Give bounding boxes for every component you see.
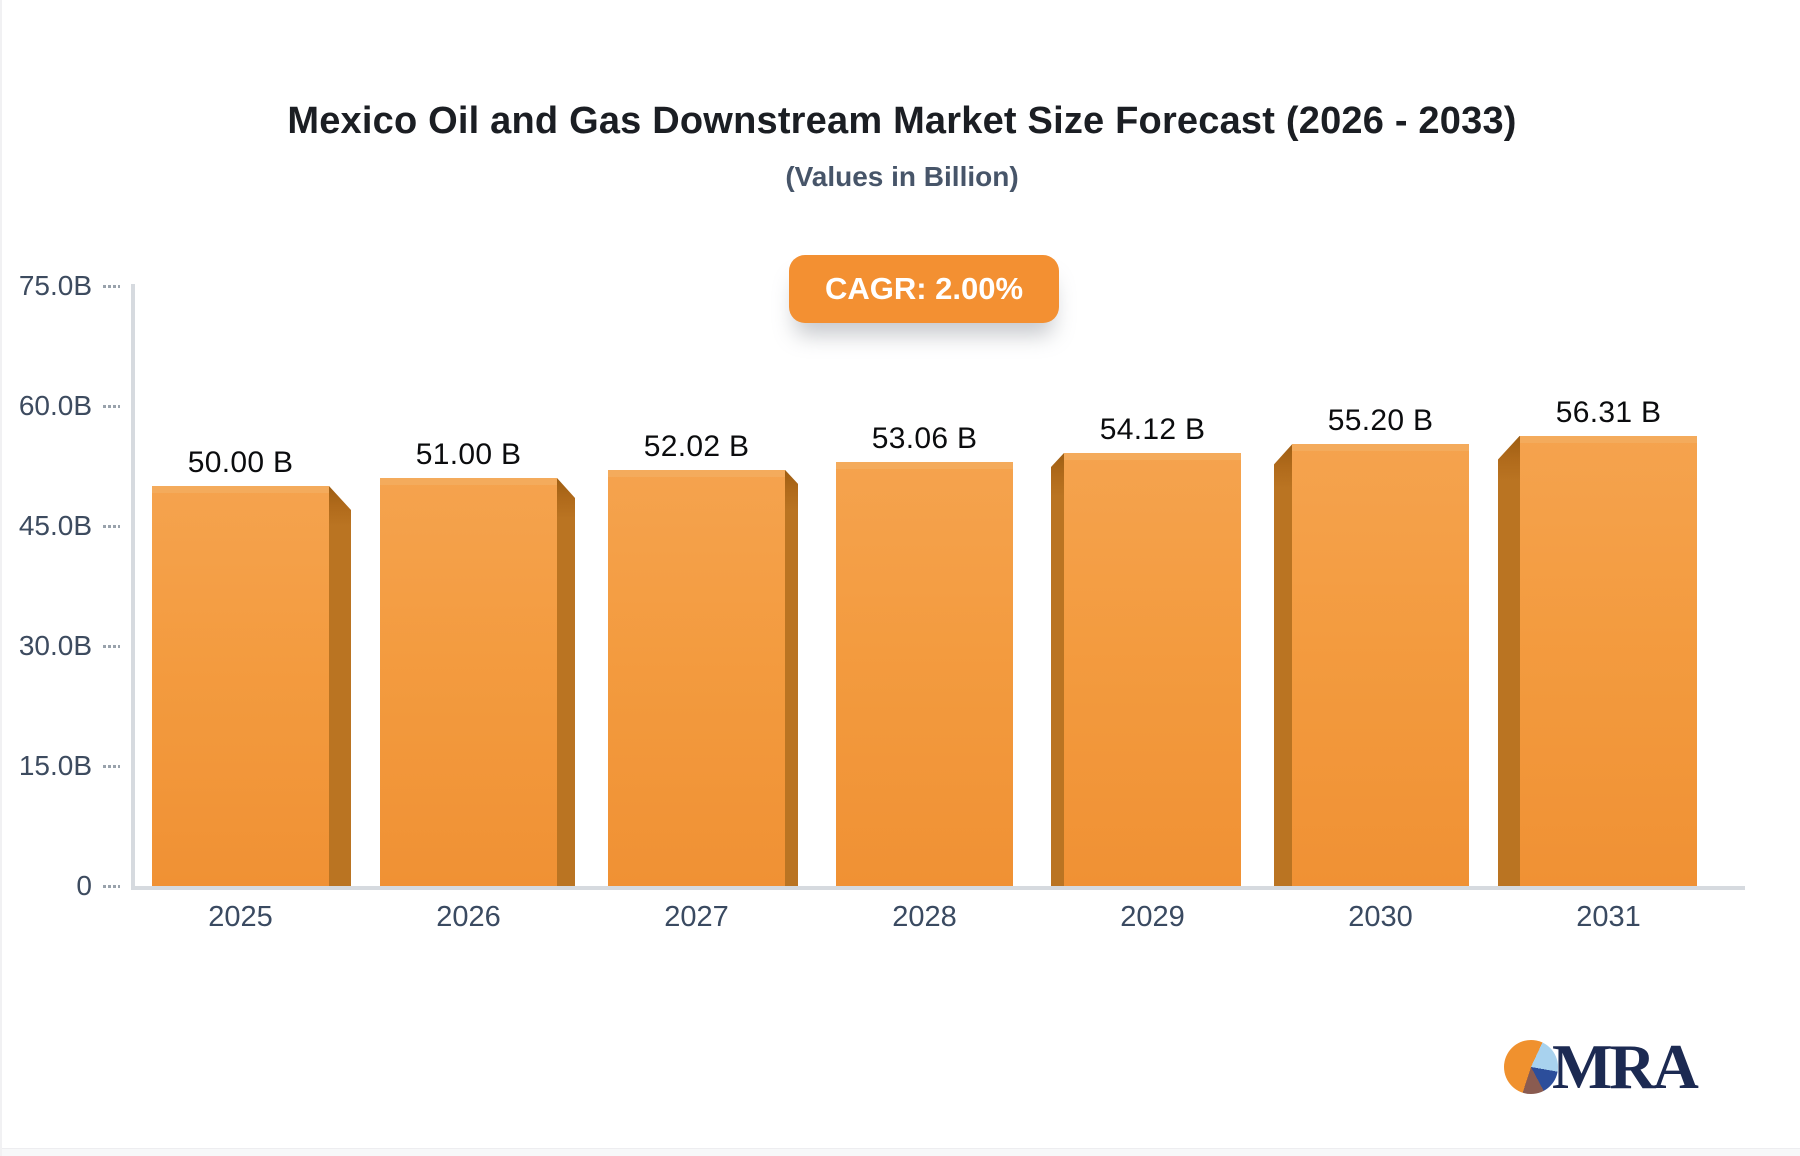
bar-top-cap <box>1292 444 1469 452</box>
cagr-badge: CAGR: 2.00% <box>789 255 1059 323</box>
chart-title: Mexico Oil and Gas Downstream Market Siz… <box>287 100 1517 142</box>
bar-side-2031 <box>1498 435 1520 886</box>
y-axis-tick <box>103 765 120 768</box>
bar-2030 <box>1292 444 1469 886</box>
y-axis-tick <box>103 525 120 528</box>
bar-value-label-2031: 56.31 B <box>1555 395 1662 429</box>
bar-top-cap <box>1064 453 1241 461</box>
x-axis-label-2027: 2027 <box>664 901 729 933</box>
y-axis-label: 30.0B <box>18 630 92 661</box>
x-axis-label-2030: 2030 <box>1348 901 1413 933</box>
y-axis-tick <box>103 405 120 408</box>
bar-2025 <box>152 486 329 886</box>
x-axis-label-2031: 2031 <box>1576 901 1641 933</box>
y-axis-label: 75.0B <box>18 270 92 301</box>
bar-side-2030 <box>1274 444 1292 886</box>
x-axis-baseline <box>131 886 1745 890</box>
mra-logo-text: MRA <box>1552 1031 1699 1102</box>
x-axis-label-2025: 2025 <box>208 901 273 933</box>
bar-value-label-2028: 53.06 B <box>871 421 978 455</box>
page-bottom-strip <box>2 1148 1800 1156</box>
bar-2028 <box>836 461 1013 886</box>
y-axis-tick <box>103 885 120 888</box>
bar-side-2029 <box>1051 453 1064 886</box>
y-axis-tick <box>103 645 120 648</box>
bar-value-label-2027: 52.02 B <box>643 429 750 463</box>
bar-side-2026 <box>557 478 575 886</box>
bar-top-cap <box>1520 435 1697 443</box>
x-axis-label-2026: 2026 <box>436 901 501 933</box>
bar-value-label-2029: 54.12 B <box>1099 413 1206 447</box>
y-axis-label: 15.0B <box>18 750 92 781</box>
bar-top-cap <box>836 461 1013 469</box>
mra-logo: MRA <box>1504 1031 1699 1102</box>
y-axis-label: 60.0B <box>18 390 92 421</box>
bar-2031 <box>1520 435 1697 886</box>
bar-value-label-2025: 50.00 B <box>187 446 294 479</box>
chart-subtitle: (Values in Billion) <box>785 161 1019 192</box>
y-axis-line <box>131 284 135 890</box>
bar-top-cap <box>380 478 557 485</box>
bar-2026 <box>380 478 557 886</box>
y-axis-label: 0 <box>76 870 92 901</box>
bar-value-label-2026: 51.00 B <box>415 438 522 471</box>
x-axis-label-2028: 2028 <box>892 901 957 933</box>
bar-side-2025 <box>329 486 351 886</box>
bar-2029 <box>1064 453 1241 886</box>
bar-top-cap <box>608 469 785 477</box>
bar-value-label-2030: 55.20 B <box>1327 404 1434 438</box>
bar-2027 <box>608 469 785 886</box>
bar-side-2027 <box>785 469 798 886</box>
y-axis-label: 45.0B <box>18 510 92 541</box>
x-axis-label-2029: 2029 <box>1120 901 1185 933</box>
bar-top-cap <box>152 486 329 493</box>
mra-logo-pie-icon <box>1504 1040 1558 1094</box>
y-axis-tick <box>103 285 120 288</box>
